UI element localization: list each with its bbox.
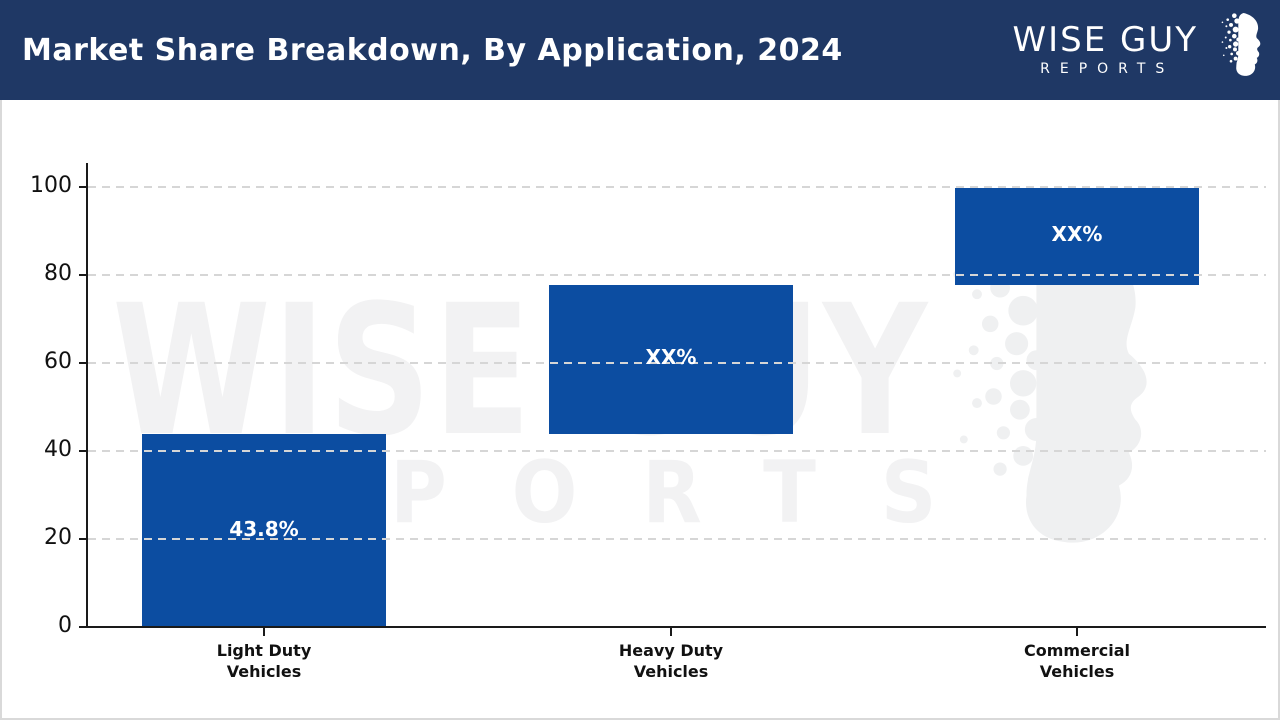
bar-1 — [142, 434, 386, 627]
y-axis-line — [86, 163, 88, 628]
bar-2 — [549, 284, 793, 435]
x-axis-label: Light Duty Vehicles — [144, 640, 384, 682]
x-axis-label-line: Heavy Duty — [618, 641, 724, 660]
wiseguy-logo: WISE GUY REPORTS — [1012, 10, 1266, 90]
y-tick-100 — [79, 186, 87, 188]
x-axis-label-line: Vehicles — [633, 662, 709, 681]
logo-face-icon — [1221, 13, 1261, 76]
y-tick-40 — [79, 450, 87, 452]
y-tick-label: 0 — [58, 613, 72, 638]
x-axis-line — [86, 626, 1266, 628]
header: Market Share Breakdown, By Application, … — [0, 0, 1280, 100]
y-tick-label: 100 — [30, 173, 72, 198]
x-tick-3 — [1076, 627, 1078, 636]
x-axis-label-line: Vehicles — [1039, 662, 1115, 681]
y-tick-80 — [79, 274, 87, 276]
page-title: Market Share Breakdown, By Application, … — [22, 32, 843, 68]
x-axis-label-line: Light Duty — [216, 641, 312, 660]
x-axis-label-line: Vehicles — [226, 662, 302, 681]
x-tick-2 — [670, 627, 672, 636]
x-axis-label: Commercial Vehicles — [957, 640, 1197, 682]
y-tick-20 — [79, 538, 87, 540]
bar-label: 43.8% — [229, 516, 299, 541]
x-axis-label-line: Commercial — [1023, 641, 1131, 660]
gridline-60 — [88, 362, 1266, 364]
y-tick-label: 80 — [44, 261, 72, 286]
gridline-80 — [88, 274, 1266, 276]
y-tick-0 — [79, 626, 87, 628]
y-tick-label: 40 — [44, 437, 72, 462]
logo-subtext: REPORTS — [1040, 61, 1175, 77]
gridline-40 — [88, 450, 1266, 452]
bar-label: XX% — [1051, 222, 1103, 247]
y-tick-label: 60 — [44, 349, 72, 374]
gridline-100 — [88, 186, 1266, 188]
logo-wordmark: WISE GUY — [1012, 20, 1198, 60]
logo-text: WISE GUY REPORTS — [1012, 22, 1198, 78]
x-tick-1 — [263, 627, 265, 636]
y-tick-label: 20 — [44, 525, 72, 550]
bar-label: XX% — [645, 345, 697, 370]
y-tick-60 — [79, 362, 87, 364]
x-axis-label: Heavy Duty Vehicles — [551, 640, 791, 682]
gridline-20 — [88, 538, 1266, 540]
